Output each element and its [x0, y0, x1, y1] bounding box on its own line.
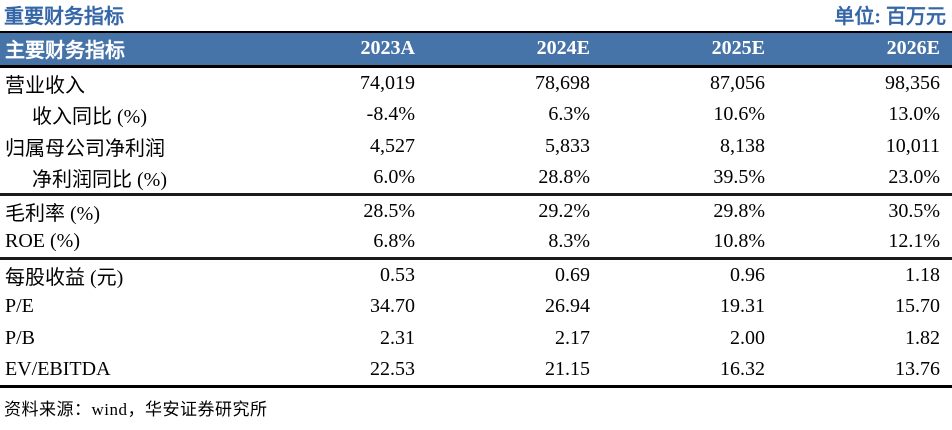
cell-value: 2.17: [555, 327, 590, 349]
cell-value: 21.15: [545, 358, 590, 381]
cell-value: 10,011: [885, 135, 940, 157]
cell-value: 5,833: [545, 135, 590, 157]
cell-value: 28.8%: [538, 166, 590, 189]
cell-value: 2.31: [380, 327, 415, 349]
cell-value: 15.70: [895, 295, 940, 317]
source-note: 资料来源：wind，华安证券研究所: [4, 400, 268, 419]
cell-value: 1.18: [905, 263, 940, 286]
title-bar: 重要财务指标 单位: 百万元: [0, 0, 952, 31]
row-label: 营业收入: [5, 74, 85, 97]
cell-value: 19.31: [720, 295, 765, 317]
row-label: 每股收益 (元): [5, 266, 124, 289]
cell-value: 6.3%: [548, 103, 590, 125]
cell-value: 0.69: [555, 263, 590, 286]
table-row: 净利润同比 (%) 6.0% 28.8% 39.5% 23.0%: [0, 163, 952, 195]
cell-value: 10.8%: [713, 230, 765, 253]
table-body: 营业收入 74,019 78,698 87,056 98,356 收入同比 (%) -8.4…: [0, 67, 952, 387]
cell-value: 30.5%: [888, 199, 940, 222]
row-label: 归属母公司净利润: [5, 138, 165, 160]
table-row: EV/EBITDA 22.53 21.15 16.32 13.76: [0, 355, 952, 387]
table-row: ROE (%) 6.8% 8.3% 10.8% 12.1%: [0, 227, 952, 259]
cell-value: 28.5%: [363, 199, 415, 222]
table-header-row: 主要财务指标 2023A 2024E 2025E 2026E: [0, 32, 952, 67]
table-row: 归属母公司净利润 4,527 5,833 8,138 10,011: [0, 131, 952, 163]
header-cell-2026e: 2026E: [886, 37, 940, 59]
cell-value: 0.53: [380, 263, 415, 286]
cell-value: 98,356: [885, 71, 940, 94]
page-title: 重要财务指标: [4, 6, 124, 28]
cell-value: 16.32: [720, 358, 765, 381]
row-label: EV/EBITDA: [5, 358, 111, 381]
cell-value: 12.1%: [888, 230, 940, 253]
row-label: 净利润同比 (%): [32, 169, 167, 192]
header-cell-2024e: 2024E: [536, 37, 590, 59]
row-label: 毛利率 (%): [5, 202, 100, 225]
cell-value: 29.2%: [538, 199, 590, 222]
cell-value: 10.6%: [713, 103, 765, 125]
cell-value: 74,019: [360, 71, 415, 94]
cell-value: -8.4%: [366, 103, 415, 125]
table-row: 收入同比 (%) -8.4% 6.3% 10.6% 13.0%: [0, 99, 952, 131]
financial-indicators-table: 主要财务指标 2023A 2024E 2025E 2026E 营业收入 74,01…: [0, 31, 952, 388]
cell-value: 1.82: [905, 327, 940, 349]
table-row: 营业收入 74,019 78,698 87,056 98,356: [0, 67, 952, 99]
cell-value: 34.70: [370, 295, 415, 317]
table-row: 毛利率 (%) 28.5% 29.2% 29.8% 30.5%: [0, 195, 952, 227]
cell-value: 8,138: [720, 135, 765, 157]
cell-value: 6.8%: [373, 230, 415, 253]
cell-value: 23.0%: [888, 166, 940, 189]
table-row: P/B 2.31 2.17 2.00 1.82: [0, 323, 952, 355]
cell-value: 0.96: [730, 263, 765, 286]
cell-value: 8.3%: [548, 230, 590, 253]
table-row: 每股收益 (元) 0.53 0.69 0.96 1.18: [0, 259, 952, 291]
row-label: 收入同比 (%): [32, 106, 147, 128]
cell-value: 2.00: [730, 327, 765, 349]
cell-value: 87,056: [710, 71, 765, 94]
cell-value: 26.94: [545, 295, 590, 317]
cell-value: 13.76: [895, 358, 940, 381]
cell-value: 39.5%: [713, 166, 765, 189]
header-cell-2025e: 2025E: [711, 37, 765, 59]
cell-value: 78,698: [535, 71, 590, 94]
header-cell-2023a: 2023A: [360, 37, 415, 59]
cell-value: 6.0%: [373, 166, 415, 189]
row-label: P/B: [5, 327, 36, 349]
cell-value: 4,527: [370, 135, 415, 157]
unit-label: 单位: 百万元: [834, 6, 946, 28]
header-cell-indicator: 主要财务指标: [5, 40, 125, 62]
cell-value: 29.8%: [713, 199, 765, 222]
cell-value: 13.0%: [888, 103, 940, 125]
row-label: ROE (%): [5, 230, 80, 253]
cell-value: 22.53: [370, 358, 415, 381]
row-label: P/E: [5, 295, 34, 317]
table-row: P/E 34.70 26.94 19.31 15.70: [0, 291, 952, 323]
